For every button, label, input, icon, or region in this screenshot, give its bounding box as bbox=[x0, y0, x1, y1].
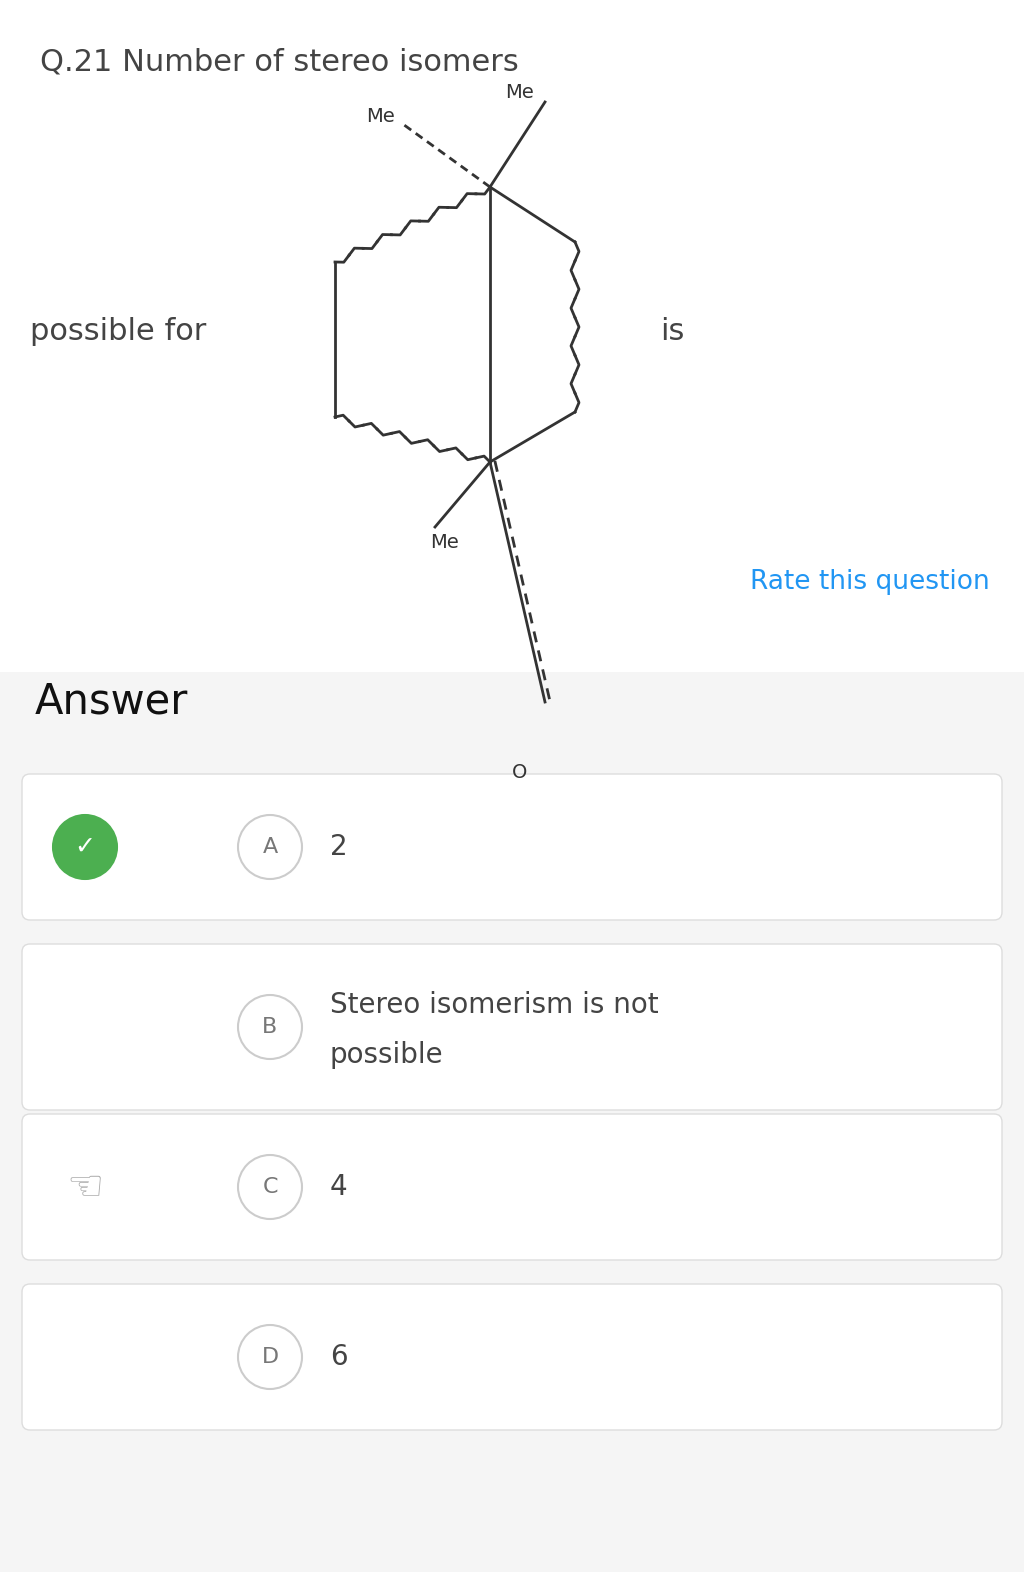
FancyBboxPatch shape bbox=[22, 1115, 1002, 1261]
Circle shape bbox=[238, 814, 302, 879]
Text: Me: Me bbox=[431, 533, 460, 552]
Text: 4: 4 bbox=[330, 1173, 347, 1201]
Text: Me: Me bbox=[505, 82, 534, 102]
Circle shape bbox=[238, 1155, 302, 1218]
FancyBboxPatch shape bbox=[22, 945, 1002, 1110]
Circle shape bbox=[238, 1325, 302, 1390]
FancyBboxPatch shape bbox=[0, 1000, 1024, 1572]
Text: is: is bbox=[660, 318, 684, 346]
Text: D: D bbox=[261, 1347, 279, 1368]
Text: possible for: possible for bbox=[30, 318, 207, 346]
Text: possible: possible bbox=[330, 1041, 443, 1069]
FancyBboxPatch shape bbox=[0, 671, 1024, 1572]
Text: Q.21 Number of stereo isomers: Q.21 Number of stereo isomers bbox=[40, 47, 519, 77]
Text: 2: 2 bbox=[330, 833, 347, 861]
Text: ✓: ✓ bbox=[75, 835, 95, 858]
FancyBboxPatch shape bbox=[22, 773, 1002, 920]
FancyBboxPatch shape bbox=[22, 1284, 1002, 1431]
Circle shape bbox=[53, 814, 117, 879]
Text: 6: 6 bbox=[330, 1342, 347, 1371]
FancyBboxPatch shape bbox=[0, 0, 1024, 1000]
Text: A: A bbox=[262, 836, 278, 857]
Text: Me: Me bbox=[367, 107, 395, 126]
Text: ☜: ☜ bbox=[67, 1166, 103, 1207]
Text: B: B bbox=[262, 1017, 278, 1038]
Text: O: O bbox=[512, 762, 527, 781]
Text: Rate this question: Rate this question bbox=[751, 569, 990, 594]
Text: C: C bbox=[262, 1177, 278, 1196]
Text: Stereo isomerism is not: Stereo isomerism is not bbox=[330, 990, 658, 1019]
Text: Answer: Answer bbox=[35, 681, 188, 723]
Circle shape bbox=[238, 995, 302, 1060]
